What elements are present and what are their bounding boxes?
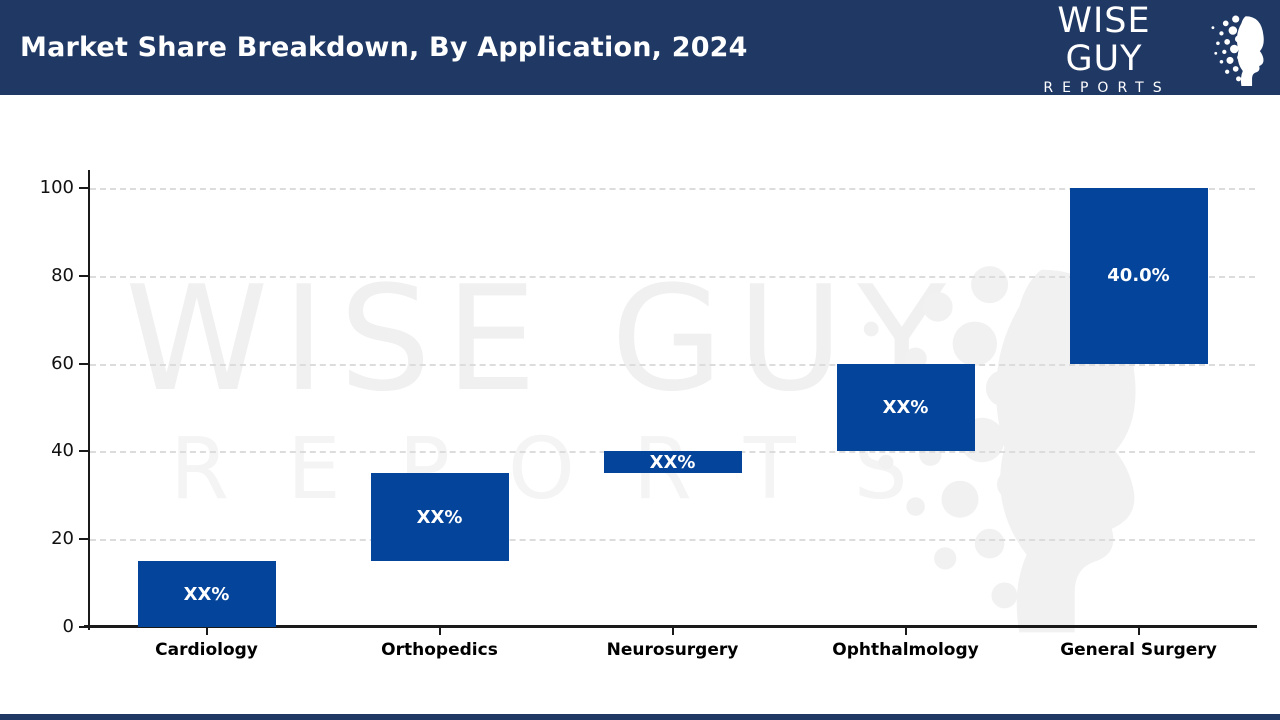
bar-value-label: 40.0%: [1107, 265, 1170, 287]
gridline: [90, 539, 1255, 542]
logo-subtext: REPORTS: [1043, 80, 1171, 96]
y-tick-label: 20: [51, 528, 74, 550]
category-label: Neurosurgery: [606, 640, 739, 660]
y-tick-label: 60: [51, 352, 74, 374]
bar-value-label: XX%: [649, 451, 696, 473]
y-tick-mark: [79, 362, 88, 365]
bar-value-label: XX%: [882, 396, 929, 418]
waterfall-bar: XX%: [603, 451, 742, 474]
x-tick-mark: [671, 628, 674, 635]
category-label: General Surgery: [1060, 640, 1217, 660]
wiseguy-logo: WISE GUY REPORTS: [1016, 2, 1266, 96]
x-tick-mark: [205, 628, 208, 635]
x-tick-mark: [1137, 628, 1140, 635]
bar-value-label: XX%: [183, 583, 230, 605]
waterfall-bar: XX%: [137, 561, 276, 627]
waterfall-bar: XX%: [370, 473, 509, 562]
gridline: [90, 188, 1255, 190]
waterfall-bar: 40.0%: [1069, 188, 1208, 364]
x-tick-mark: [904, 628, 907, 635]
x-tick-mark: [438, 628, 441, 635]
bar-value-label: XX%: [416, 506, 463, 528]
y-tick-label: 40: [51, 440, 74, 462]
footer-band: [0, 714, 1280, 720]
plot-area: 0 20 40 60 80 100 XX% Cardiology XX% Orthopedics X…: [40, 170, 1257, 660]
logo-wordmark: WISE GUY: [1057, 1, 1151, 79]
gridline: [90, 363, 1255, 366]
category-label: Orthopedics: [381, 640, 498, 660]
category-label: Cardiology: [155, 640, 258, 660]
y-tick-label: 100: [39, 177, 74, 198]
x-axis-line: [84, 625, 1257, 628]
y-tick-label: 80: [51, 264, 74, 286]
header-band: Market Share Breakdown, By Application, …: [0, 0, 1280, 96]
gridline: [90, 275, 1255, 278]
y-tick-label: 0: [62, 616, 74, 637]
y-axis-line: [88, 170, 90, 630]
y-tick-mark: [79, 187, 88, 189]
y-tick-mark: [79, 538, 88, 541]
y-tick-mark: [79, 626, 88, 628]
y-tick-mark: [79, 450, 88, 453]
category-label: Ophthalmology: [832, 640, 979, 660]
page-title: Market Share Breakdown, By Application, …: [20, 32, 748, 63]
wiseguy-head-icon: [1211, 15, 1264, 86]
waterfall-bar: XX%: [836, 363, 975, 452]
y-tick-mark: [79, 274, 88, 277]
logo-text-block: WISE GUY REPORTS: [1016, 2, 1192, 96]
